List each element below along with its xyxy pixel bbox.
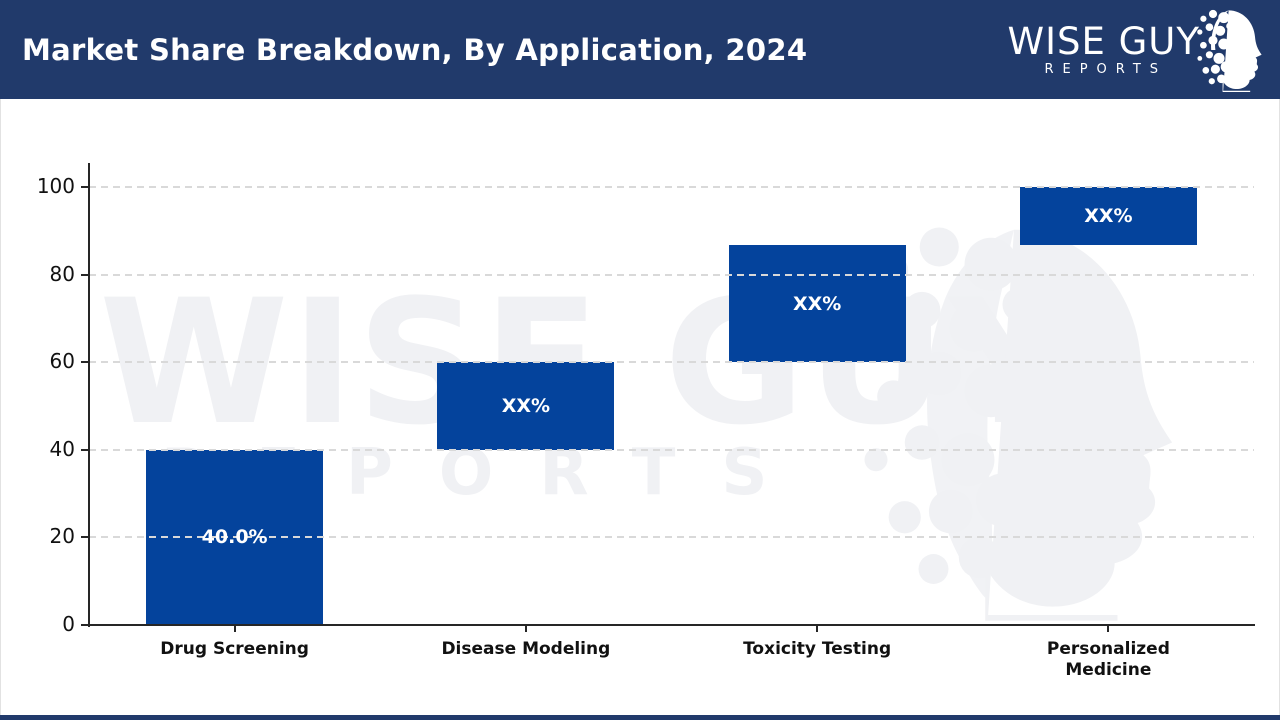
gridline: [89, 186, 1254, 188]
x-category-label: Personalized Medicine: [1046, 639, 1170, 681]
gridline: [89, 273, 1254, 276]
footer-accent-bar: [0, 715, 1280, 720]
bar: [728, 245, 906, 363]
x-axis-line: [87, 624, 1255, 626]
y-tick-label: 60: [49, 349, 75, 374]
x-tick-mark: [524, 626, 527, 632]
x-tick-mark: [816, 626, 819, 632]
brand-logo: WISE GUY REPORTS: [1008, 4, 1270, 96]
y-tick-label: 100: [36, 174, 75, 198]
brand-subtitle: REPORTS: [1044, 62, 1168, 78]
y-tick-mark: [81, 186, 89, 188]
x-category-label: Drug Screening: [160, 639, 309, 659]
y-tick-label: 40: [49, 436, 75, 461]
y-tick-mark: [81, 448, 89, 451]
gridline: [89, 361, 1254, 364]
bar: [1019, 187, 1197, 246]
y-tick-mark: [81, 361, 89, 364]
plot: 0 20 40 60 80 100 40.0% Drug Screening XX% Diseas…: [1, 99, 1279, 715]
brand-logo-text: WISE GUY REPORTS: [1007, 19, 1200, 78]
gridline: [89, 448, 1254, 451]
page-title: Market Share Breakdown, By Application, …: [22, 32, 808, 67]
x-category-label: Disease Modeling: [441, 639, 611, 659]
x-category-label: Toxicity Testing: [743, 639, 892, 659]
y-tick-mark: [81, 273, 89, 276]
x-tick-mark: [1107, 626, 1110, 632]
y-tick-label: 80: [49, 261, 75, 286]
brand-name: WISE GUY: [1007, 19, 1200, 63]
y-tick-mark: [81, 624, 89, 626]
y-axis-line: [88, 163, 90, 627]
x-tick-mark: [233, 626, 236, 632]
head-profile-icon: [1197, 9, 1262, 92]
y-tick-mark: [81, 536, 89, 539]
y-tick-label: 20: [49, 524, 75, 549]
y-tick-label: 0: [62, 612, 75, 636]
header-bar: Market Share Breakdown, By Application, …: [0, 0, 1280, 99]
bar: [437, 362, 615, 450]
gridline: [89, 536, 1254, 539]
